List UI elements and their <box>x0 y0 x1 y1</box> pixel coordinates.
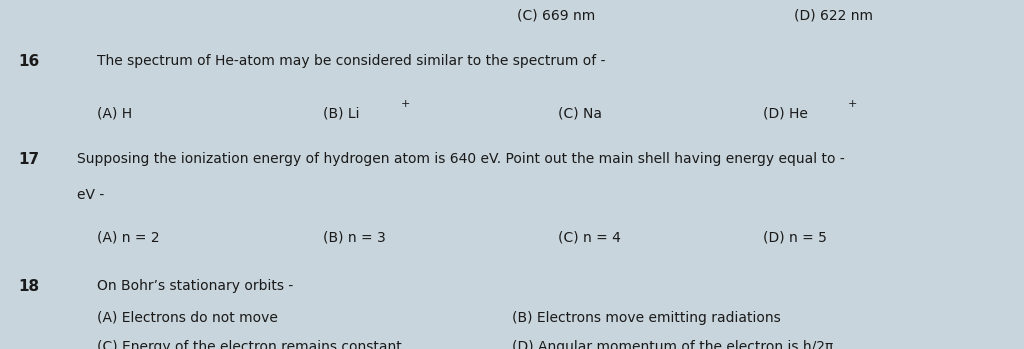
Text: (B) n = 3: (B) n = 3 <box>323 230 385 244</box>
Text: On Bohr’s stationary orbits -: On Bohr’s stationary orbits - <box>97 279 294 293</box>
Text: (B) Electrons move emitting radiations: (B) Electrons move emitting radiations <box>512 311 780 325</box>
Text: (A) H: (A) H <box>97 106 132 120</box>
Text: eV -: eV - <box>77 188 104 202</box>
Text: 18: 18 <box>18 279 40 294</box>
Text: (C) Na: (C) Na <box>558 106 602 120</box>
Text: (A) n = 2: (A) n = 2 <box>97 230 160 244</box>
Text: Supposing the ionization energy of hydrogen atom is 640 eV. Point out the main s: Supposing the ionization energy of hydro… <box>77 152 845 166</box>
Text: (C) 669 nm: (C) 669 nm <box>517 9 595 23</box>
Text: (D) 622 nm: (D) 622 nm <box>794 9 872 23</box>
Text: +: + <box>400 99 410 110</box>
Text: (C) n = 4: (C) n = 4 <box>558 230 621 244</box>
Text: (D) Angular momentum of the electron is h/2π: (D) Angular momentum of the electron is … <box>512 340 834 349</box>
Text: 16: 16 <box>18 54 40 69</box>
Text: +: + <box>848 99 857 110</box>
Text: 17: 17 <box>18 152 40 167</box>
Text: (B) Li: (B) Li <box>323 106 359 120</box>
Text: (A) Electrons do not move: (A) Electrons do not move <box>97 311 279 325</box>
Text: (D) He: (D) He <box>763 106 808 120</box>
Text: (C) Energy of the electron remains constant: (C) Energy of the electron remains const… <box>97 340 402 349</box>
Text: The spectrum of He-atom may be considered similar to the spectrum of -: The spectrum of He-atom may be considere… <box>97 54 606 68</box>
Text: (D) n = 5: (D) n = 5 <box>763 230 826 244</box>
